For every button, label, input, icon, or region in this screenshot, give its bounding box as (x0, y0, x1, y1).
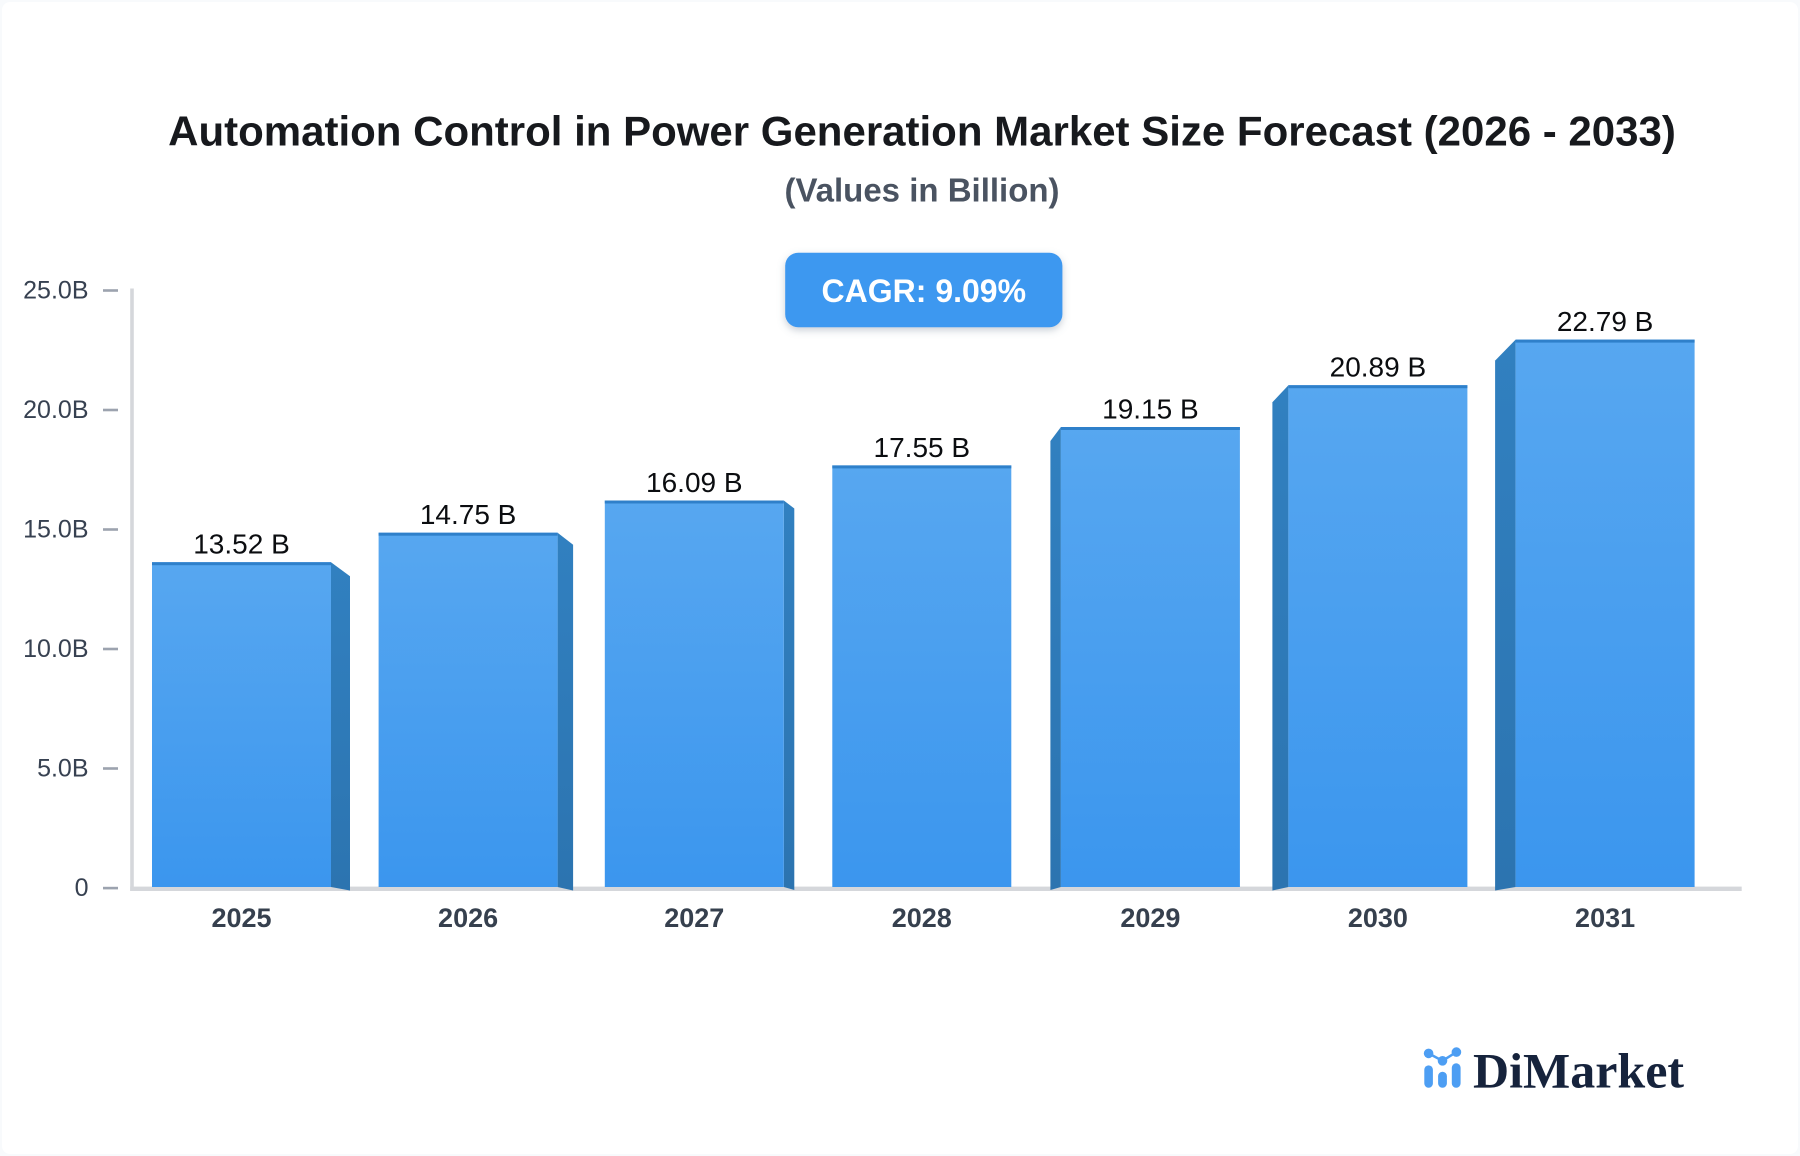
svg-text:19.15 B: 19.15 B (1102, 394, 1199, 425)
svg-text:DiMarket: DiMarket (1473, 1043, 1684, 1099)
svg-text:5.0B: 5.0B (37, 755, 88, 783)
svg-text:20.89 B: 20.89 B (1330, 352, 1427, 383)
svg-text:CAGR: 9.09%: CAGR: 9.09% (822, 273, 1027, 309)
svg-text:16.09 B: 16.09 B (646, 467, 743, 498)
svg-text:25.0B: 25.0B (23, 277, 88, 305)
svg-text:2031: 2031 (1575, 903, 1635, 933)
svg-text:2025: 2025 (211, 903, 271, 933)
svg-text:13.52 B: 13.52 B (193, 529, 290, 560)
svg-text:2029: 2029 (1120, 903, 1180, 933)
svg-text:Automation Control in Power Ge: Automation Control in Power Generation M… (168, 108, 1676, 155)
svg-text:17.55 B: 17.55 B (874, 432, 971, 463)
svg-text:2028: 2028 (892, 903, 952, 933)
svg-text:2027: 2027 (664, 903, 724, 933)
svg-text:(Values in Billion): (Values in Billion) (784, 172, 1059, 209)
svg-text:2026: 2026 (438, 903, 498, 933)
svg-text:20.0B: 20.0B (23, 396, 88, 424)
svg-text:0: 0 (75, 874, 89, 902)
svg-text:10.0B: 10.0B (23, 635, 88, 663)
svg-text:2030: 2030 (1348, 903, 1408, 933)
svg-text:15.0B: 15.0B (23, 516, 88, 544)
svg-text:14.75 B: 14.75 B (420, 499, 517, 530)
svg-text:22.79 B: 22.79 B (1557, 306, 1654, 337)
